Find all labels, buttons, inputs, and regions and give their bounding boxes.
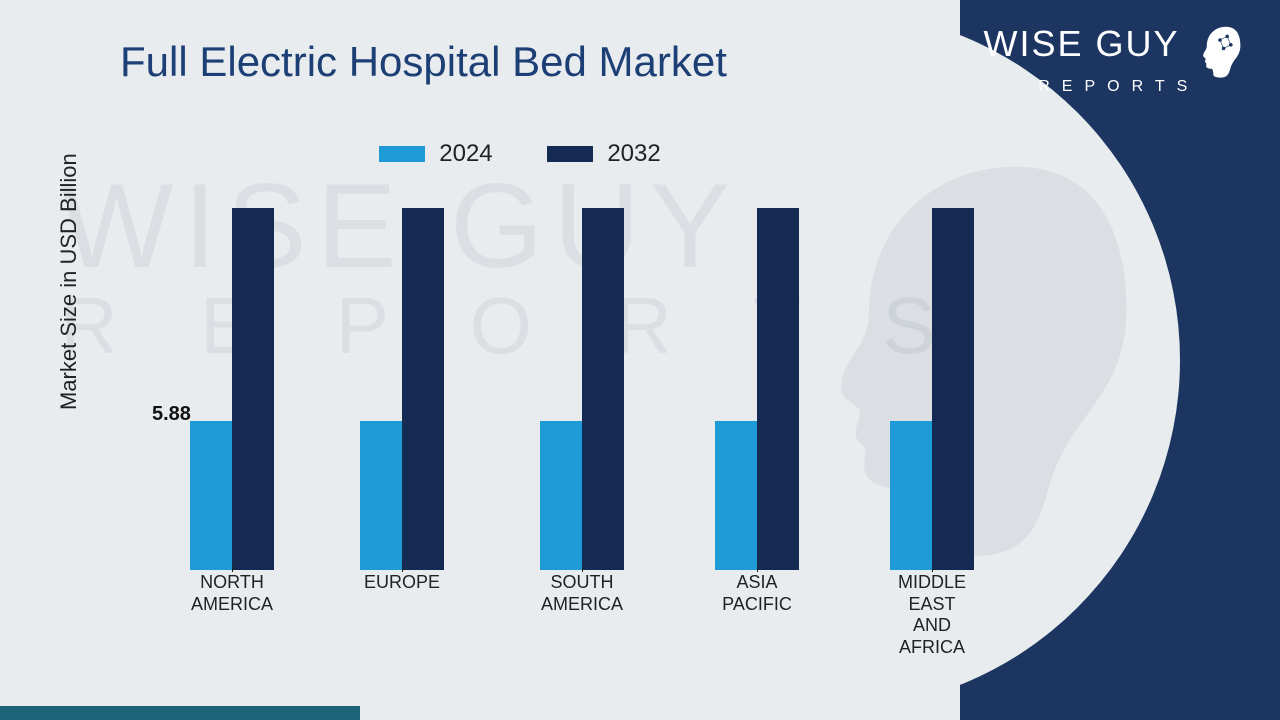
bar-2024 — [540, 421, 582, 570]
x-axis-label: MIDDLEEASTANDAFRICA — [862, 572, 1002, 658]
bar-group — [540, 190, 630, 570]
x-axis-label: NORTHAMERICA — [162, 572, 302, 615]
bar-2032 — [582, 208, 624, 570]
legend-item-2024: 2024 — [379, 140, 492, 168]
bar-2032 — [232, 208, 274, 570]
legend: 2024 2032 — [40, 140, 1000, 169]
legend-swatch-2032 — [547, 146, 593, 162]
bar-2032 — [932, 208, 974, 570]
brand-logo: WISE GUY REPORTS — [984, 22, 1250, 96]
bar-2024 — [190, 421, 232, 570]
legend-label-2024: 2024 — [439, 140, 492, 168]
plot-area: 5.88 — [120, 190, 990, 570]
bar-group — [890, 190, 980, 570]
x-axis-label: SOUTHAMERICA — [512, 572, 652, 615]
bar-2032 — [402, 208, 444, 570]
bar-2024 — [890, 421, 932, 570]
legend-label-2032: 2032 — [607, 140, 660, 168]
bar-2032 — [757, 208, 799, 570]
page-root: WISE GUY R E P O R T S WISE GUY REPORTS … — [0, 0, 1280, 720]
chart-title: Full Electric Hospital Bed Market — [120, 38, 727, 86]
footer-accent-bar — [0, 706, 360, 720]
logo-main-text: WISE GUY — [984, 23, 1180, 65]
bar-group — [360, 190, 450, 570]
x-axis-label: ASIAPACIFIC — [687, 572, 827, 615]
head-profile-icon — [1190, 22, 1250, 82]
bar-2024 — [715, 421, 757, 570]
bar-2024 — [360, 421, 402, 570]
bar-group — [190, 190, 280, 570]
y-axis-label: Market Size in USD Billion — [56, 153, 82, 410]
legend-swatch-2024 — [379, 146, 425, 162]
chart-container: 2024 2032 Market Size in USD Billion 5.8… — [40, 140, 1000, 700]
bar-group — [715, 190, 805, 570]
bar-value-label: 5.88 — [152, 403, 191, 426]
x-axis-label: EUROPE — [332, 572, 472, 594]
legend-item-2032: 2032 — [547, 140, 660, 168]
